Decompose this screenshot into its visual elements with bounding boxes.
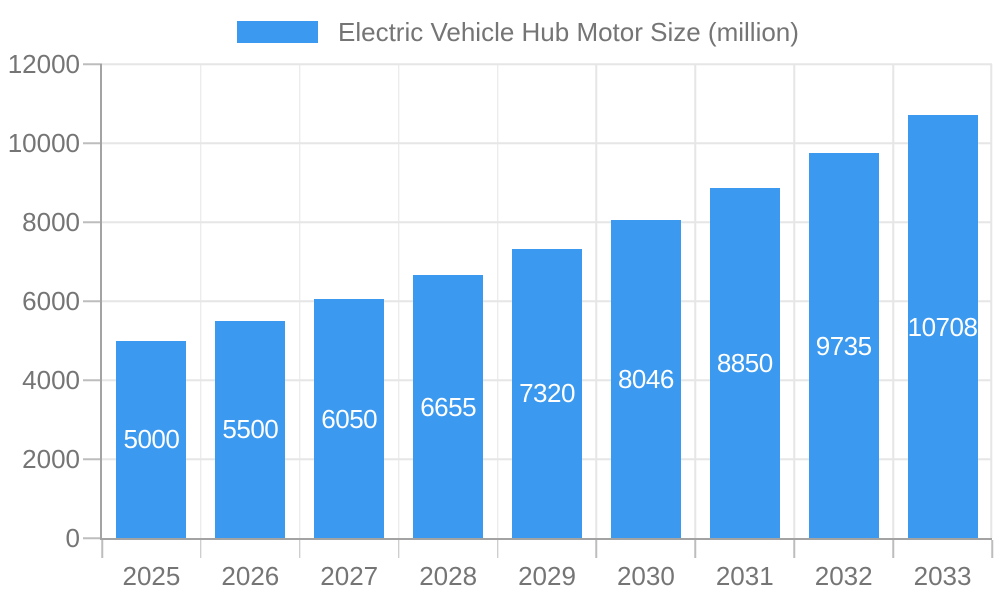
x-axis-label: 2031 bbox=[715, 561, 774, 591]
bar-2033[interactable]: 10708 bbox=[907, 115, 978, 538]
legend-swatch bbox=[237, 21, 318, 43]
y-axis-tick bbox=[83, 63, 102, 65]
bar-2026[interactable]: 5500 bbox=[215, 320, 286, 538]
bar-2027[interactable]: 6050 bbox=[314, 299, 385, 538]
x-axis-label: 2032 bbox=[814, 561, 873, 591]
y-axis-label: 10000 bbox=[7, 128, 80, 158]
bar-value-label: 6655 bbox=[420, 391, 477, 422]
y-axis-tick bbox=[83, 142, 102, 144]
gridline-vertical bbox=[892, 64, 894, 538]
gridline-vertical bbox=[299, 64, 301, 538]
x-axis-tick bbox=[200, 540, 202, 558]
x-axis-label: 2026 bbox=[221, 561, 280, 591]
x-axis-line bbox=[100, 538, 992, 540]
y-axis-tick bbox=[83, 221, 102, 223]
plot-area: 0 2000 4000 6000 8000 10000 12000 2025 5000 2026 5… bbox=[8, 51, 993, 589]
gridline-vertical bbox=[595, 64, 598, 538]
gridline-horizontal bbox=[102, 221, 992, 223]
y-axis-tick bbox=[83, 458, 102, 460]
gridline-vertical bbox=[496, 64, 499, 538]
bar-2029[interactable]: 7320 bbox=[512, 248, 582, 538]
x-axis-tick bbox=[991, 540, 993, 558]
x-axis-label: 2033 bbox=[913, 561, 972, 591]
bar-value-label: 6050 bbox=[321, 403, 378, 434]
bar-value-label: 8046 bbox=[617, 364, 674, 395]
y-axis-tick bbox=[83, 300, 102, 302]
x-axis-label: 2030 bbox=[616, 561, 675, 591]
x-axis-tick bbox=[793, 540, 795, 558]
x-axis-tick bbox=[496, 540, 499, 558]
bar-value-label: 5500 bbox=[222, 414, 279, 445]
x-axis-tick bbox=[299, 540, 301, 558]
bar-value-label: 10708 bbox=[907, 311, 978, 342]
x-axis-tick bbox=[101, 540, 103, 558]
bar-value-label: 5000 bbox=[123, 424, 180, 455]
bar-2032[interactable]: 9735 bbox=[808, 153, 879, 538]
bar-value-label: 8850 bbox=[716, 348, 773, 379]
x-axis-label: 2028 bbox=[419, 561, 478, 591]
bar-value-label: 9735 bbox=[815, 330, 872, 361]
bar-2028[interactable]: 6655 bbox=[413, 275, 484, 538]
x-axis-label: 2025 bbox=[122, 561, 181, 591]
bar-2030[interactable]: 8046 bbox=[610, 220, 681, 538]
gridline-horizontal bbox=[102, 63, 992, 65]
x-axis-tick bbox=[397, 540, 400, 558]
x-axis-tick bbox=[892, 540, 894, 558]
y-axis-label: 12000 bbox=[7, 49, 80, 79]
gridline-vertical bbox=[200, 64, 202, 538]
y-axis-label: 8000 bbox=[22, 207, 80, 237]
gridline-vertical bbox=[397, 64, 400, 538]
y-axis-label: 4000 bbox=[22, 365, 80, 395]
x-axis-label: 2029 bbox=[518, 561, 576, 591]
gridline-horizontal bbox=[102, 142, 992, 144]
y-axis-line bbox=[100, 64, 102, 538]
gridline-vertical bbox=[694, 64, 697, 538]
y-axis-label: 0 bbox=[65, 523, 80, 553]
gridline-vertical bbox=[990, 64, 992, 538]
legend-label: Electric Vehicle Hub Motor Size (million… bbox=[338, 17, 799, 47]
y-axis-label: 2000 bbox=[22, 444, 80, 474]
y-axis-label: 6000 bbox=[22, 286, 80, 316]
legend-item[interactable]: Electric Vehicle Hub Motor Size (million… bbox=[237, 19, 799, 45]
bar-2025[interactable]: 5000 bbox=[116, 340, 187, 538]
gridline-vertical bbox=[793, 64, 795, 538]
x-axis-tick bbox=[694, 540, 697, 558]
bar-2031[interactable]: 8850 bbox=[709, 188, 780, 538]
bar-value-label: 7320 bbox=[519, 378, 575, 409]
y-axis-tick bbox=[83, 537, 102, 539]
y-axis-tick bbox=[83, 379, 102, 381]
x-axis-label: 2027 bbox=[320, 561, 379, 591]
x-axis-tick bbox=[595, 540, 598, 558]
